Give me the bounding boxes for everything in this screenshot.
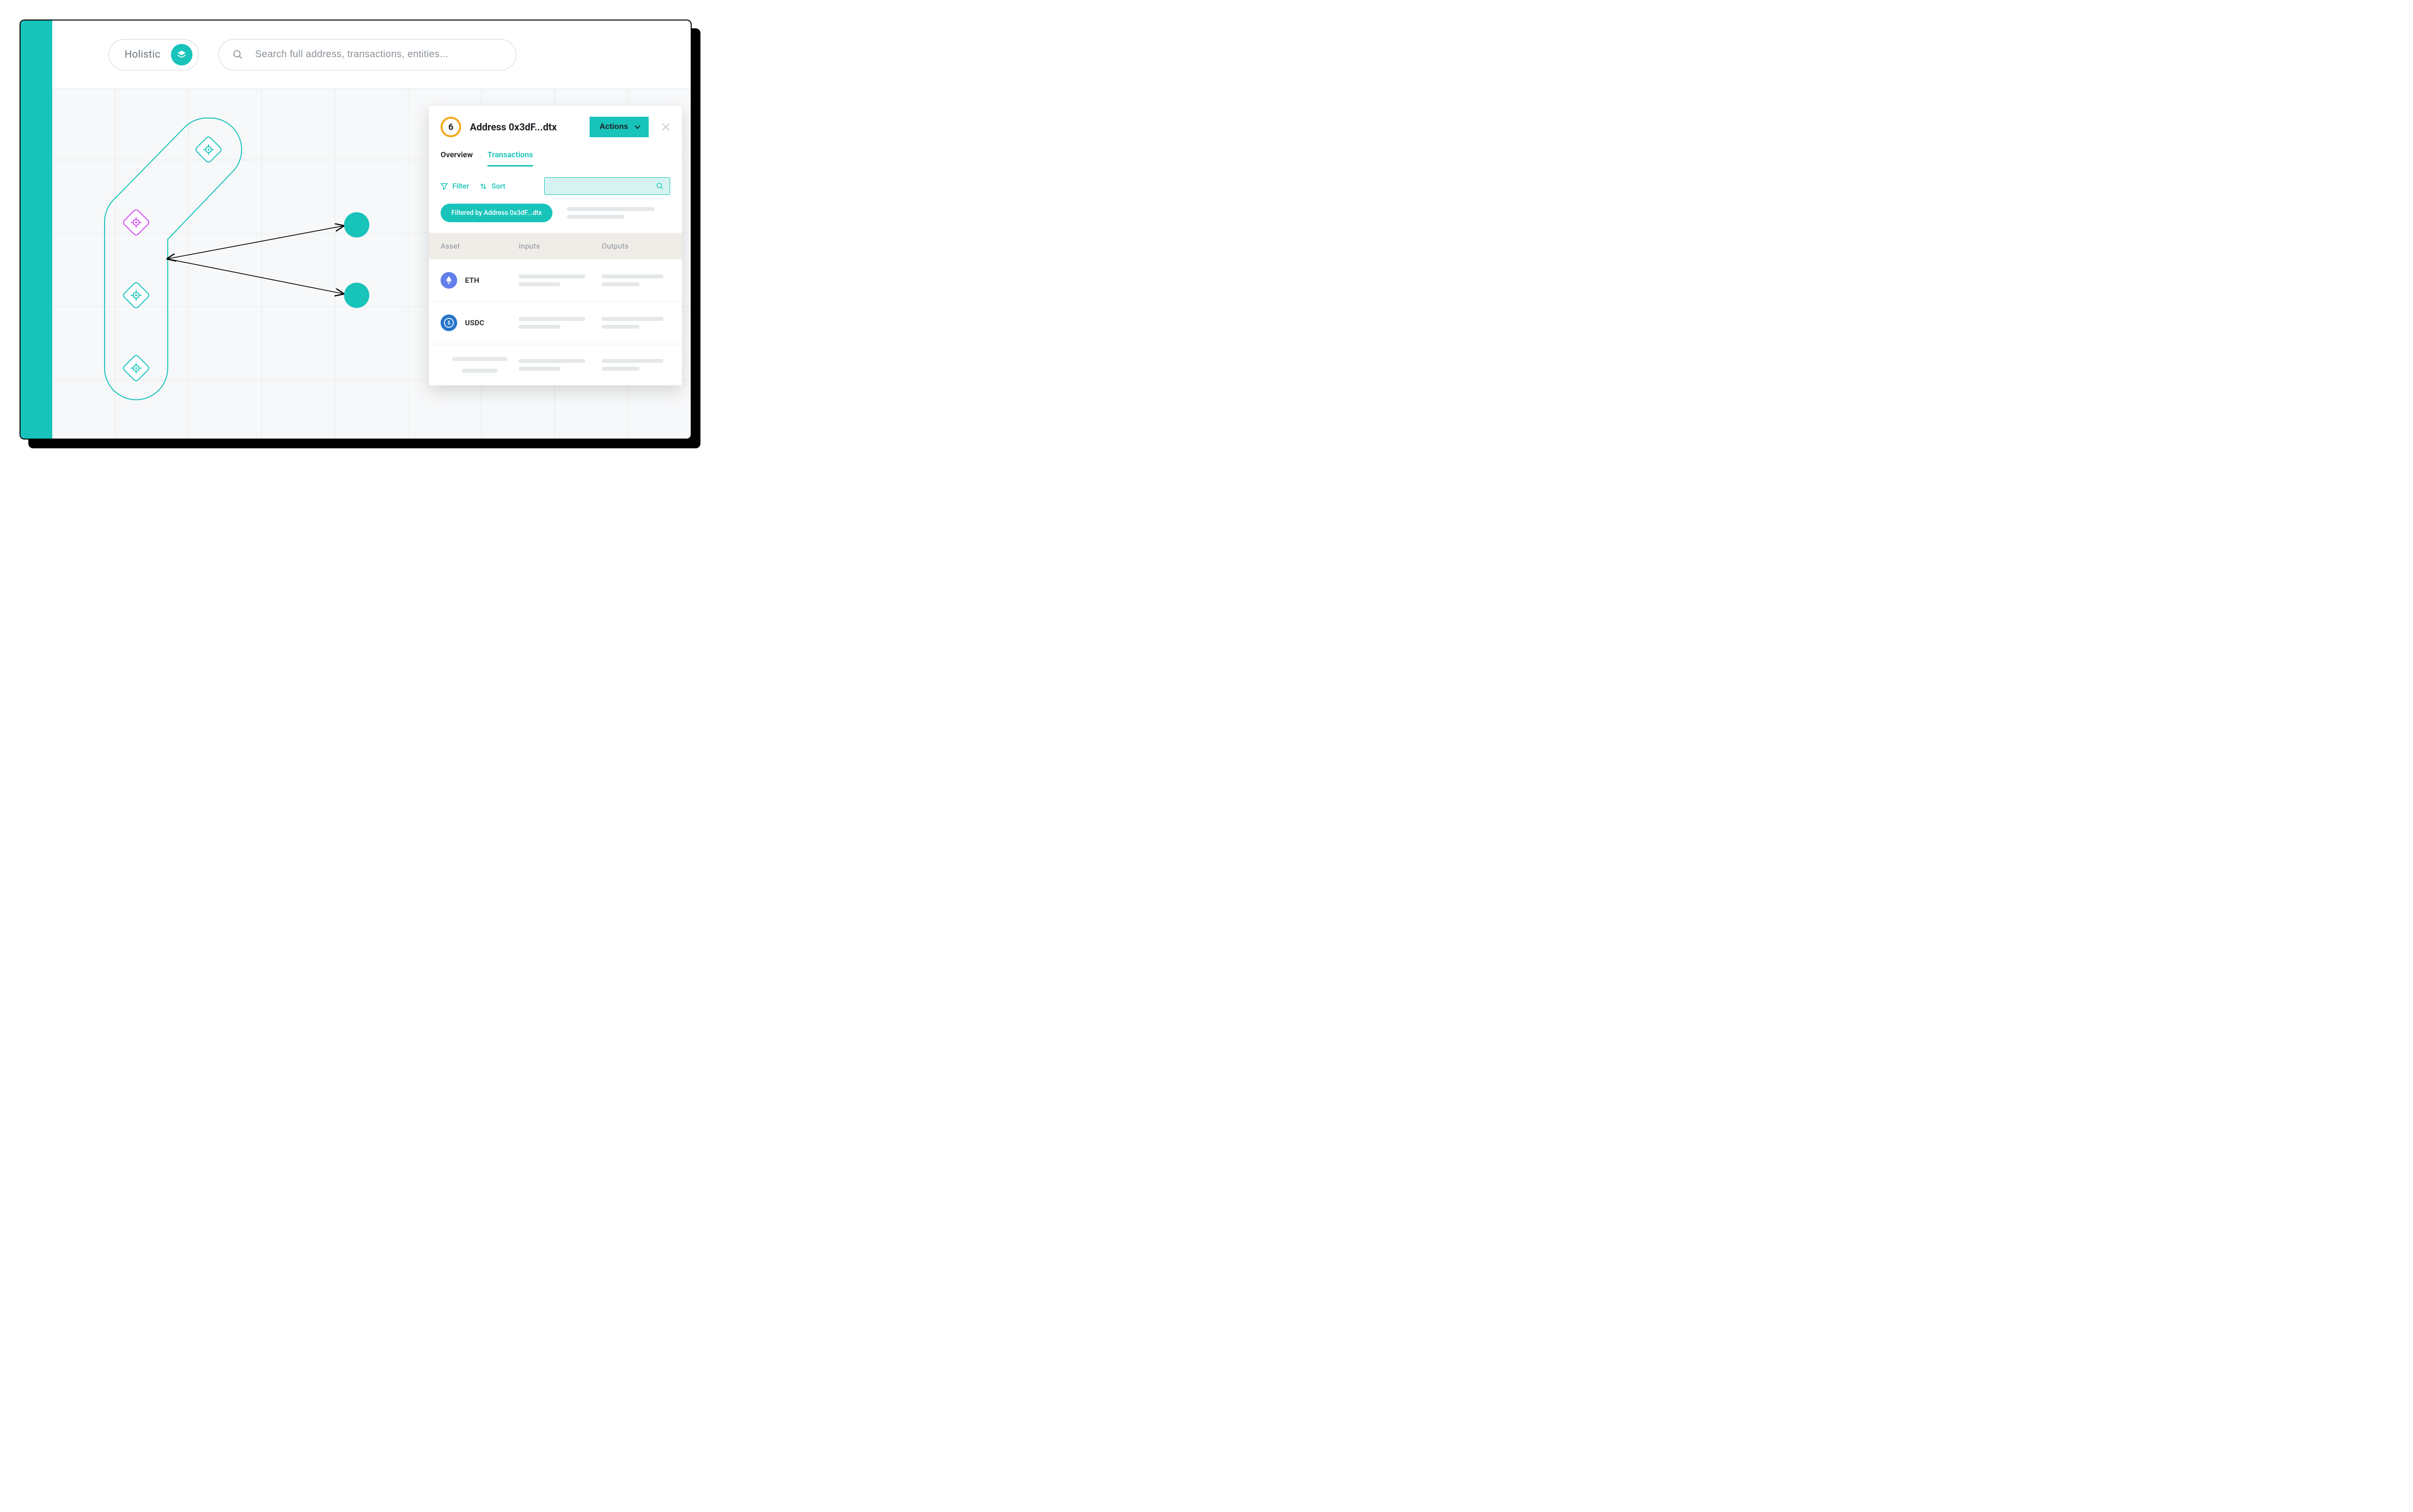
skeleton-placeholder (441, 357, 519, 373)
panel-tabs: Overview Transactions (441, 150, 670, 167)
eth-icon (441, 272, 457, 289)
skeleton-placeholder (602, 317, 670, 329)
asset-name: USDC (465, 318, 485, 327)
layers-icon (171, 44, 192, 65)
search-icon (233, 49, 243, 60)
left-rail (21, 21, 52, 439)
actions-button[interactable]: Actions (590, 117, 649, 137)
usdc-icon: $ (441, 315, 457, 331)
skeleton-placeholder (519, 317, 602, 329)
app-frame: Holistic (20, 20, 692, 440)
panel-title: Address 0x3dF...dtx (470, 121, 581, 133)
close-icon[interactable] (661, 123, 670, 131)
sort-button[interactable]: Sort (480, 182, 505, 190)
skeleton-placeholder (567, 207, 670, 219)
graph-node-circle[interactable] (344, 283, 369, 308)
filter-chip-row: Filtered by Address 0x3dF...dtx (429, 204, 682, 233)
col-inputs: Inputs (519, 242, 602, 251)
sort-icon (480, 183, 487, 190)
graph-node-circle[interactable] (344, 212, 369, 238)
table-row[interactable] (429, 344, 682, 385)
main-area: Holistic (52, 21, 691, 439)
view-mode-pill[interactable]: Holistic (108, 39, 199, 70)
chevron-down-icon (634, 124, 641, 130)
count-badge: 6 (441, 117, 461, 137)
skeleton-placeholder (519, 359, 602, 371)
skeleton-placeholder (519, 274, 602, 286)
search-icon (656, 182, 664, 190)
table-header: Asset Inputs Outputs (429, 233, 682, 259)
tab-overview[interactable]: Overview (441, 150, 473, 167)
sort-label: Sort (491, 182, 505, 190)
skeleton-placeholder (602, 359, 670, 371)
panel-controls: Filter Sort (429, 167, 682, 204)
col-asset: Asset (441, 242, 519, 251)
panel-search[interactable] (544, 177, 670, 195)
skeleton-placeholder (602, 274, 670, 286)
global-search-input[interactable] (255, 49, 502, 60)
actions-button-label: Actions (599, 123, 628, 131)
graph-edge (167, 259, 343, 294)
svg-text:$: $ (447, 319, 450, 326)
cluster-outline (105, 118, 242, 400)
graph-node-diamond[interactable] (195, 136, 222, 163)
graph-node-diamond[interactable] (123, 282, 150, 309)
detail-panel: 6 Address 0x3dF...dtx Actions (429, 106, 682, 385)
graph-edge (167, 226, 343, 259)
table-row[interactable]: ETH (429, 259, 682, 302)
panel-header: 6 Address 0x3dF...dtx Actions (429, 106, 682, 167)
topbar: Holistic (52, 21, 691, 89)
col-outputs: Outputs (602, 242, 670, 251)
filter-button[interactable]: Filter (441, 182, 469, 190)
view-mode-label: Holistic (125, 49, 160, 61)
graph-node-diamond[interactable] (123, 209, 150, 236)
table-row[interactable]: $ USDC (429, 302, 682, 344)
filter-icon (441, 183, 448, 190)
global-search[interactable] (218, 39, 516, 70)
tab-transactions[interactable]: Transactions (487, 150, 533, 167)
filter-label: Filter (452, 182, 469, 190)
filter-chip[interactable]: Filtered by Address 0x3dF...dtx (441, 204, 552, 222)
graph-node-diamond[interactable] (123, 355, 150, 382)
app-window: Holistic (20, 20, 692, 440)
asset-name: ETH (465, 276, 479, 285)
graph-canvas[interactable]: 6 Address 0x3dF...dtx Actions (52, 89, 691, 439)
